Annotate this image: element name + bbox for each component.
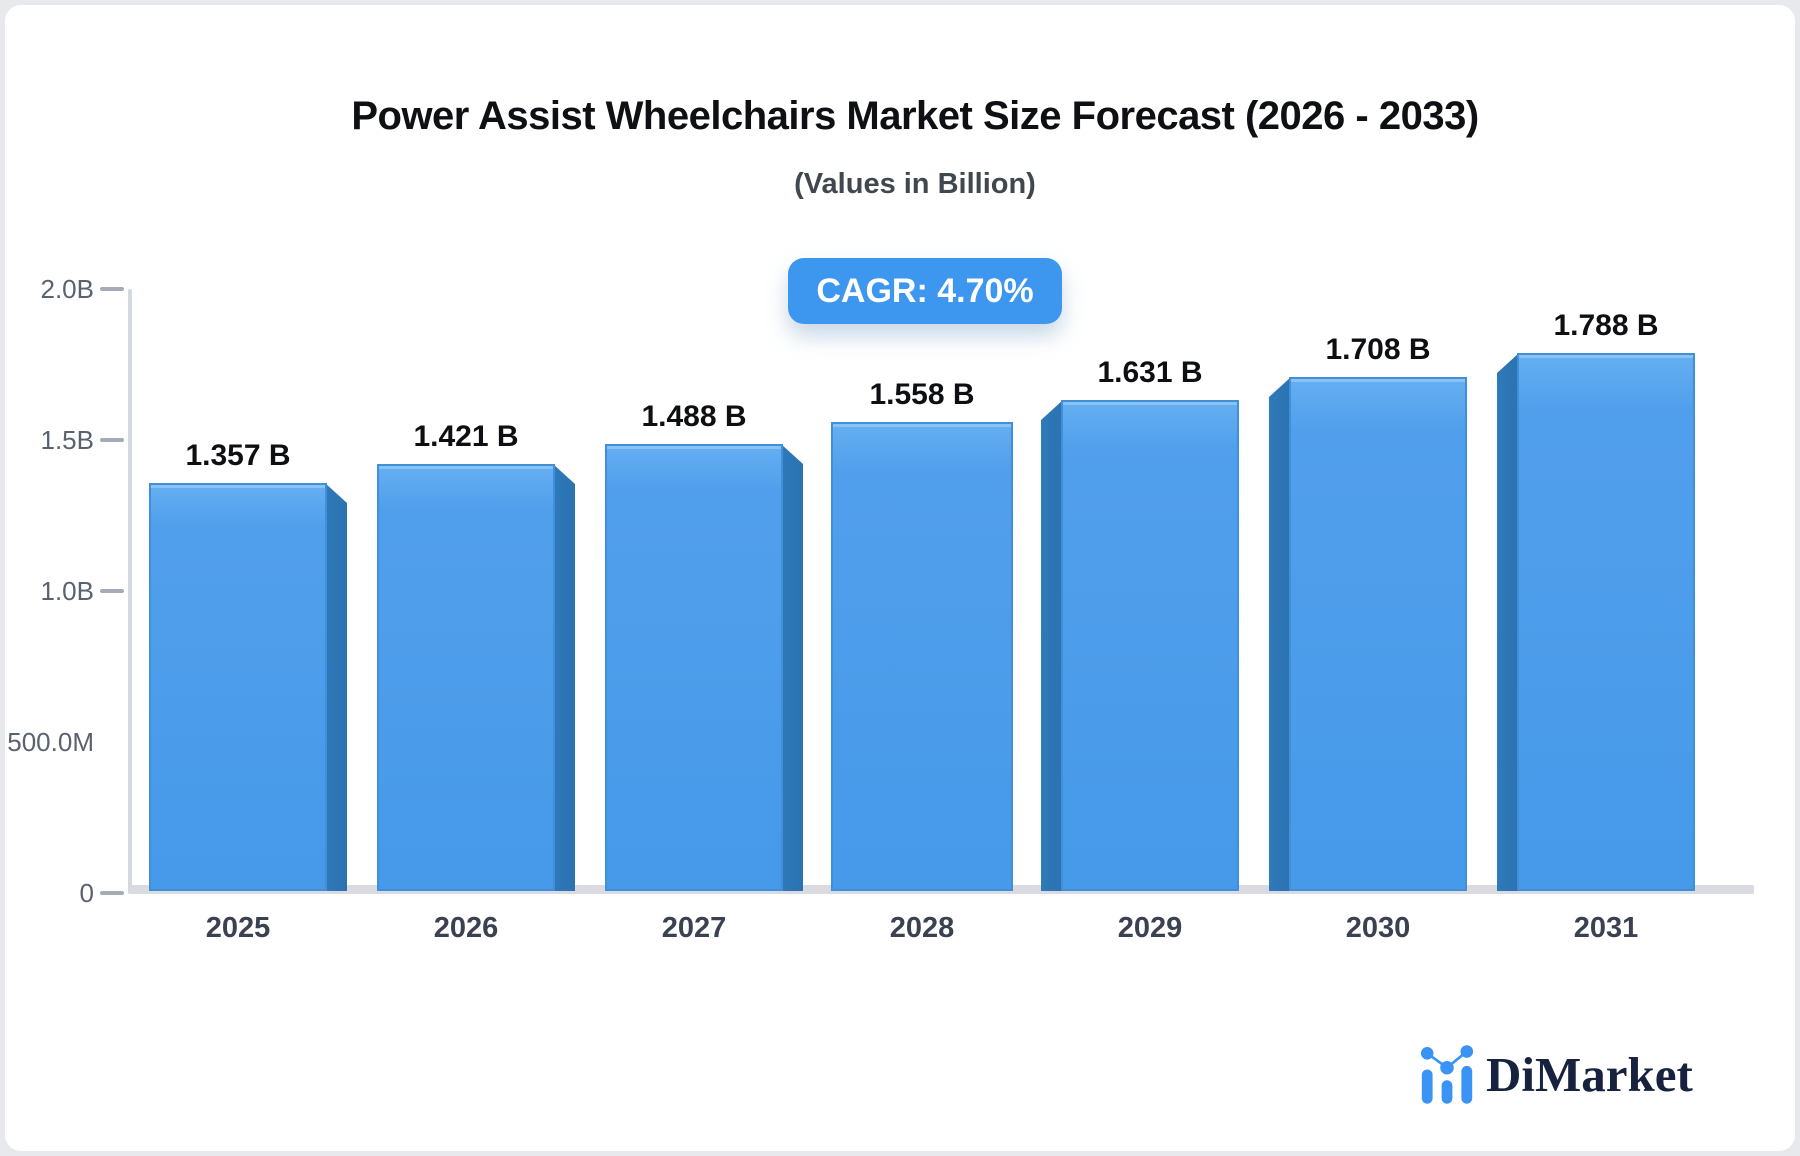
bar-2027	[605, 444, 783, 891]
bar-2030	[1289, 377, 1467, 891]
bar-2025	[149, 483, 327, 891]
bar-side-face	[553, 464, 575, 891]
bar-value-label: 1.631 B	[1097, 356, 1203, 389]
bar-value-label: 1.708 B	[1325, 333, 1431, 366]
bar-value-label: 1.357 B	[185, 439, 291, 472]
bar-value-label: 1.788 B	[1553, 309, 1659, 342]
x-axis-label-2031: 2031	[1573, 912, 1639, 944]
x-axis-label-2030: 2030	[1345, 912, 1411, 944]
dimarket-logo: DiMarket	[1420, 1044, 1693, 1104]
x-axis-label-2029: 2029	[1117, 912, 1183, 944]
y-axis-label: 2.0B	[40, 274, 95, 304]
bar-value-label: 1.558 B	[869, 378, 975, 411]
x-axis-label-2025: 2025	[205, 912, 271, 944]
y-axis-label: 0	[79, 878, 94, 908]
bar-2031	[1517, 353, 1695, 891]
bar-2029	[1061, 400, 1239, 891]
cagr-badge: CAGR: 4.70%	[788, 258, 1062, 324]
y-axis-tick	[100, 891, 124, 895]
x-axis-label-2027: 2027	[661, 912, 727, 944]
chart-title: Power Assist Wheelchairs Market Size For…	[351, 94, 1479, 138]
y-axis-tick	[100, 589, 124, 593]
cagr-badge-label: CAGR: 4.70%	[816, 271, 1034, 310]
bar-side-face	[1497, 353, 1519, 891]
bar-side-face	[781, 444, 803, 891]
bar-line-chart-icon	[1420, 1045, 1474, 1104]
x-axis-label-2028: 2028	[889, 912, 955, 944]
bar-side-face	[325, 483, 347, 891]
y-axis-line	[128, 289, 132, 894]
y-axis-label: 500.0M	[7, 727, 94, 757]
chart-subtitle: (Values in Billion)	[794, 168, 1036, 200]
bar-2028	[831, 422, 1013, 891]
y-axis-tick	[100, 287, 124, 291]
y-axis-label: 1.0B	[40, 576, 95, 606]
bar-side-face	[1269, 377, 1291, 891]
bar-value-label: 1.488 B	[641, 400, 747, 433]
bar-value-label: 1.421 B	[413, 420, 519, 453]
x-axis-label-2026: 2026	[433, 912, 499, 944]
dimarket-logo-text: DiMarket	[1486, 1047, 1693, 1102]
bar-2026	[377, 464, 555, 891]
bar-side-face	[1041, 400, 1063, 891]
y-axis-label: 1.5B	[40, 425, 95, 455]
y-axis-tick	[100, 438, 124, 442]
